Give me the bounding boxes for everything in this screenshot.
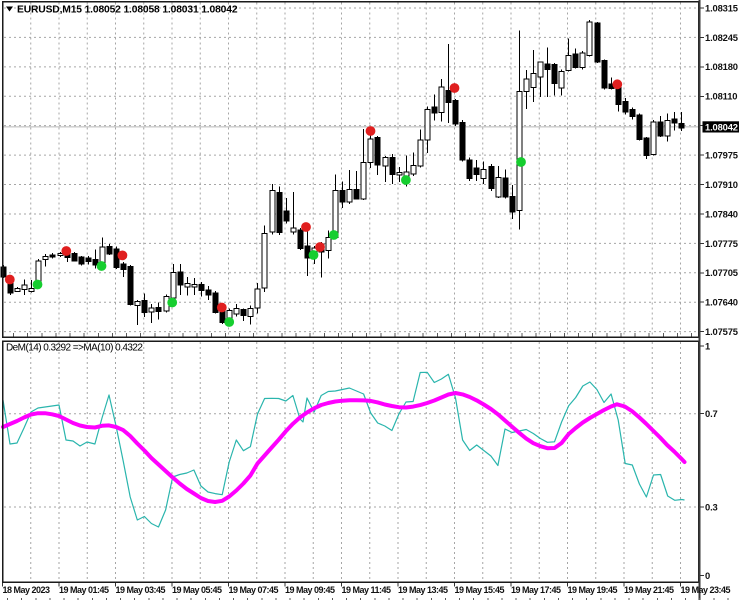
svg-text:1.07640: 1.07640 xyxy=(705,297,738,308)
svg-text:19 May 13:45: 19 May 13:45 xyxy=(398,585,448,595)
svg-text:18 May 2023: 18 May 2023 xyxy=(3,585,51,595)
svg-text:1.07705: 1.07705 xyxy=(705,267,738,278)
svg-text:19 May 01:45: 19 May 01:45 xyxy=(59,585,109,595)
svg-text:1.07575: 1.07575 xyxy=(705,326,738,337)
svg-text:19 May 17:45: 19 May 17:45 xyxy=(511,585,561,595)
svg-text:0.3: 0.3 xyxy=(705,501,718,512)
svg-text:19 May 05:45: 19 May 05:45 xyxy=(172,585,222,595)
svg-text:1: 1 xyxy=(705,340,710,351)
svg-text:19 May 11:45: 19 May 11:45 xyxy=(342,585,392,595)
svg-text:19 May 19:45: 19 May 19:45 xyxy=(568,585,618,595)
svg-text:1.07910: 1.07910 xyxy=(705,179,738,190)
svg-text:0.7: 0.7 xyxy=(705,408,718,419)
svg-text:1.08180: 1.08180 xyxy=(705,61,738,72)
svg-text:1.08042: 1.08042 xyxy=(705,121,738,132)
svg-text:1.08315: 1.08315 xyxy=(705,2,738,13)
svg-text:1.08110: 1.08110 xyxy=(705,91,737,102)
svg-text:1.07840: 1.07840 xyxy=(705,208,738,219)
svg-text:19 May 07:45: 19 May 07:45 xyxy=(229,585,279,595)
svg-text:19 May 09:45: 19 May 09:45 xyxy=(285,585,335,595)
svg-text:1.07975: 1.07975 xyxy=(705,150,738,161)
svg-text:19 May 03:45: 19 May 03:45 xyxy=(116,585,166,595)
svg-text:1.08245: 1.08245 xyxy=(705,32,738,43)
svg-text:1.07775: 1.07775 xyxy=(705,238,738,249)
svg-text:19 May 23:45: 19 May 23:45 xyxy=(681,585,731,595)
svg-text:19 May 21:45: 19 May 21:45 xyxy=(624,585,674,595)
svg-text:EURUSD,M15 1.08052 1.08058 1.: EURUSD,M15 1.08052 1.08058 1.08031 1.080… xyxy=(17,4,238,15)
svg-text:19 May 15:45: 19 May 15:45 xyxy=(455,585,505,595)
svg-text:0: 0 xyxy=(705,570,710,581)
svg-text:DeM(14) 0.3292 =>MA(10) 0.432: DeM(14) 0.3292 =>MA(10) 0.4322 xyxy=(6,343,143,354)
